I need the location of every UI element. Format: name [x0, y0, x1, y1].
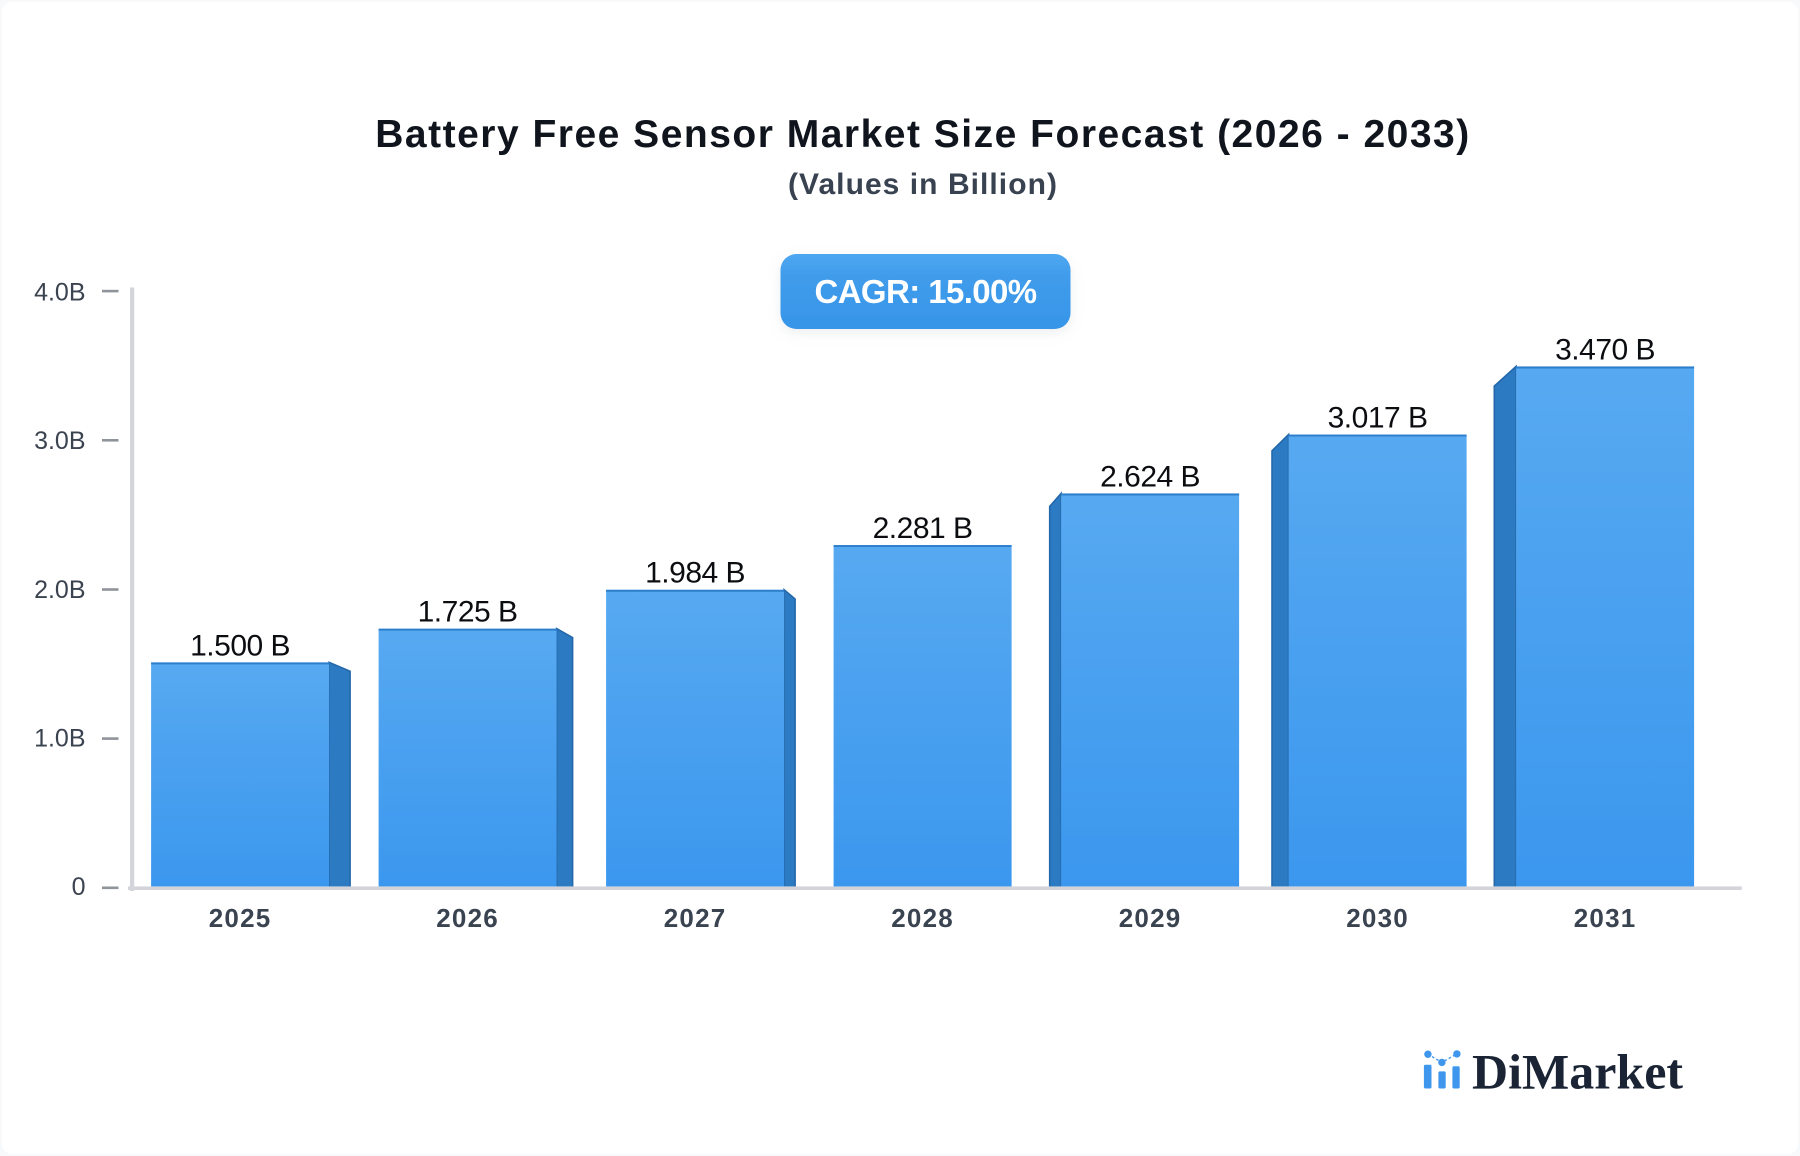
svg-text:4.0B: 4.0B [34, 278, 85, 306]
svg-text:DiMarket: DiMarket [1472, 1044, 1683, 1100]
svg-text:2.0B: 2.0B [34, 576, 85, 604]
svg-text:1.0B: 1.0B [34, 725, 85, 753]
svg-text:2031: 2031 [1574, 903, 1637, 933]
svg-text:2027: 2027 [664, 903, 727, 933]
svg-text:3.0B: 3.0B [34, 427, 85, 455]
svg-text:1.500 B: 1.500 B [190, 629, 290, 662]
svg-text:CAGR: 15.00%: CAGR: 15.00% [814, 273, 1036, 310]
svg-text:2026: 2026 [436, 903, 499, 933]
svg-text:2030: 2030 [1346, 903, 1409, 933]
svg-text:2025: 2025 [209, 903, 272, 933]
svg-text:1.725 B: 1.725 B [418, 596, 518, 629]
svg-text:2028: 2028 [891, 903, 954, 933]
svg-text:0: 0 [72, 873, 86, 901]
svg-text:Battery Free Sensor Market Siz: Battery Free Sensor Market Size Forecast… [375, 113, 1470, 156]
svg-text:2.281 B: 2.281 B [873, 512, 973, 545]
svg-text:3.017 B: 3.017 B [1328, 402, 1428, 435]
svg-text:2029: 2029 [1119, 903, 1182, 933]
svg-text:(Values in Billion): (Values in Billion) [788, 168, 1058, 201]
svg-text:3.470 B: 3.470 B [1555, 333, 1655, 366]
svg-text:1.984 B: 1.984 B [645, 557, 745, 590]
svg-text:2.624 B: 2.624 B [1100, 460, 1200, 493]
